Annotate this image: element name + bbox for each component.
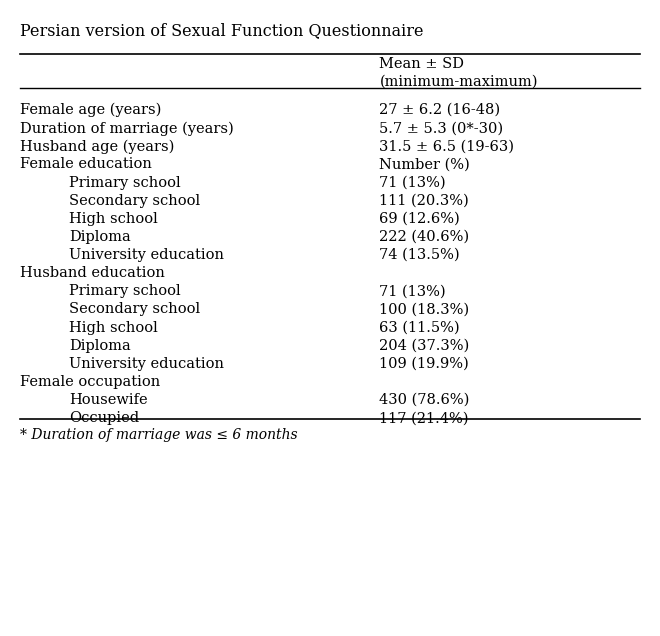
Text: Housewife: Housewife: [69, 393, 148, 407]
Text: Secondary school: Secondary school: [69, 303, 201, 317]
Text: Secondary school: Secondary school: [69, 193, 201, 208]
Text: 100 (18.3%): 100 (18.3%): [379, 303, 470, 317]
Text: Primary school: Primary school: [69, 284, 181, 298]
Text: * Duration of marriage was ≤ 6 months: * Duration of marriage was ≤ 6 months: [20, 428, 298, 442]
Text: Diploma: Diploma: [69, 230, 131, 244]
Text: Duration of marriage (years): Duration of marriage (years): [20, 121, 234, 135]
Text: 74 (13.5%): 74 (13.5%): [379, 248, 460, 262]
Text: 69 (12.6%): 69 (12.6%): [379, 212, 460, 226]
Text: Persian version of Sexual Function Questionnaire: Persian version of Sexual Function Quest…: [20, 22, 423, 39]
Text: 31.5 ± 6.5 (19-63): 31.5 ± 6.5 (19-63): [379, 139, 515, 153]
Text: 109 (19.9%): 109 (19.9%): [379, 357, 469, 371]
Text: Occupied: Occupied: [69, 411, 139, 425]
Text: (minimum-maximum): (minimum-maximum): [379, 75, 538, 89]
Text: 222 (40.6%): 222 (40.6%): [379, 230, 470, 244]
Text: 430 (78.6%): 430 (78.6%): [379, 393, 470, 407]
Text: Husband age (years): Husband age (years): [20, 139, 174, 154]
Text: Diploma: Diploma: [69, 338, 131, 353]
Text: Female age (years): Female age (years): [20, 103, 161, 118]
Text: High school: High school: [69, 212, 158, 226]
Text: 204 (37.3%): 204 (37.3%): [379, 338, 470, 353]
Text: 71 (13%): 71 (13%): [379, 176, 446, 190]
Text: University education: University education: [69, 357, 224, 371]
Text: 63 (11.5%): 63 (11.5%): [379, 321, 460, 335]
Text: 117 (21.4%): 117 (21.4%): [379, 411, 469, 425]
Text: High school: High school: [69, 321, 158, 335]
Text: Husband education: Husband education: [20, 266, 165, 280]
Text: Primary school: Primary school: [69, 176, 181, 190]
Text: University education: University education: [69, 248, 224, 262]
Text: 27 ± 6.2 (16-48): 27 ± 6.2 (16-48): [379, 103, 501, 117]
Text: Female occupation: Female occupation: [20, 375, 160, 389]
Text: 71 (13%): 71 (13%): [379, 284, 446, 298]
Text: Number (%): Number (%): [379, 158, 470, 172]
Text: Female education: Female education: [20, 158, 152, 172]
Text: 5.7 ± 5.3 (0*-30): 5.7 ± 5.3 (0*-30): [379, 121, 504, 135]
Text: Mean ± SD: Mean ± SD: [379, 57, 465, 71]
Text: 111 (20.3%): 111 (20.3%): [379, 193, 469, 208]
